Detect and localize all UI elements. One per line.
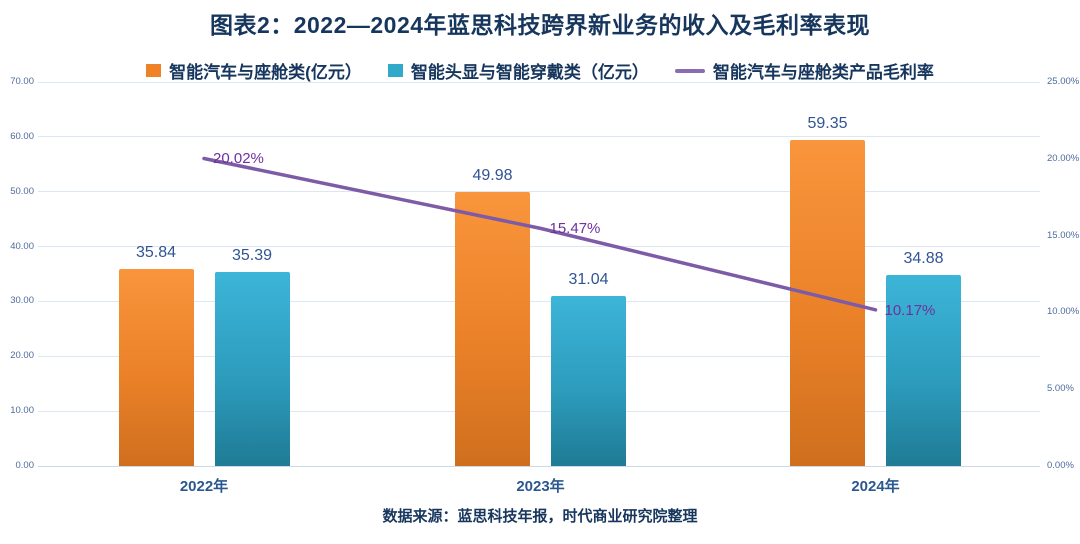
y-axis-left-tick: 70.00 — [10, 76, 34, 87]
bar-headset-wearables — [886, 274, 961, 466]
bar-value-label: 34.88 — [903, 249, 944, 267]
gross-margin-point-label: 20.02% — [213, 150, 264, 168]
y-axis-left-tick: 40.00 — [10, 240, 34, 252]
bar-headset-wearables — [551, 295, 626, 466]
y-axis-left-tick: 20.00 — [10, 350, 34, 362]
legend: 智能汽车与座舱类(亿元） 智能头显与智能穿戴类（亿元） 智能汽车与座舱类产品毛利… — [0, 58, 1080, 83]
x-axis-tick: 2024年 — [851, 478, 900, 495]
y-axis-left-tick: 10.00 — [10, 405, 34, 417]
legend-item-auto-cockpit: 智能汽车与座舱类(亿元） — [146, 58, 362, 83]
y-axis-left-tick: 60.00 — [10, 130, 34, 142]
y-axis-right-tick: 20.00% — [1047, 152, 1080, 164]
bar-headset-wearables — [214, 271, 290, 466]
gross-margin-point-label: 15.47% — [549, 220, 601, 238]
data-source-note: 数据来源：蓝思科技年报，时代商业研究院整理 — [382, 508, 698, 525]
legend-label-auto-cockpit: 智能汽车与座舱类(亿元） — [169, 63, 362, 82]
bar-value-label: 31.04 — [568, 270, 609, 288]
legend-item-gross-margin: 智能汽车与座舱类产品毛利率 — [674, 58, 934, 83]
bar-value-label: 35.84 — [135, 244, 177, 262]
y-axis-right-tick: 25.00% — [1047, 76, 1080, 87]
teal-bar-swatch-icon — [387, 64, 403, 77]
x-axis-tick: 2022年 — [179, 478, 229, 495]
bar-value-label: 59.35 — [807, 115, 848, 133]
gross-margin-point-label: 10.17% — [884, 301, 936, 319]
bar-auto-cockpit — [455, 191, 530, 466]
purple-line-swatch-icon — [674, 68, 705, 73]
y-axis-right-tick: 10.00% — [1047, 306, 1080, 318]
chart-title: 图表2：2022—2024年蓝思科技跨界新业务的收入及毛利率表现 — [209, 12, 871, 38]
gridline — [38, 410, 1040, 412]
y-axis-right-tick: 0.00% — [1047, 460, 1074, 471]
y-axis-left-tick: 30.00 — [10, 295, 34, 307]
gridline — [38, 136, 1040, 138]
bar-auto-cockpit — [790, 140, 865, 466]
gridline — [38, 191, 1040, 193]
x-axis-tick: 2023年 — [516, 478, 565, 495]
legend-item-headset-wearables: 智能头显与智能穿戴类（亿元） — [387, 58, 649, 83]
bar-auto-cockpit — [118, 269, 194, 466]
y-axis-left-tick: 50.00 — [10, 185, 34, 197]
gridline — [38, 355, 1040, 357]
y-axis-right-tick: 5.00% — [1047, 383, 1074, 395]
y-axis-left-tick: 0.00 — [15, 460, 35, 471]
legend-label-headset-wearables: 智能头显与智能穿戴类（亿元） — [410, 63, 649, 82]
y-axis-right-tick: 15.00% — [1047, 229, 1080, 241]
legend-label-gross-margin: 智能汽车与座舱类产品毛利率 — [712, 63, 934, 82]
orange-bar-swatch-icon — [146, 64, 162, 77]
bar-value-label: 49.98 — [472, 166, 513, 184]
gridline — [38, 81, 1040, 83]
bar-value-label: 35.39 — [231, 246, 273, 264]
gridline — [38, 465, 1040, 467]
